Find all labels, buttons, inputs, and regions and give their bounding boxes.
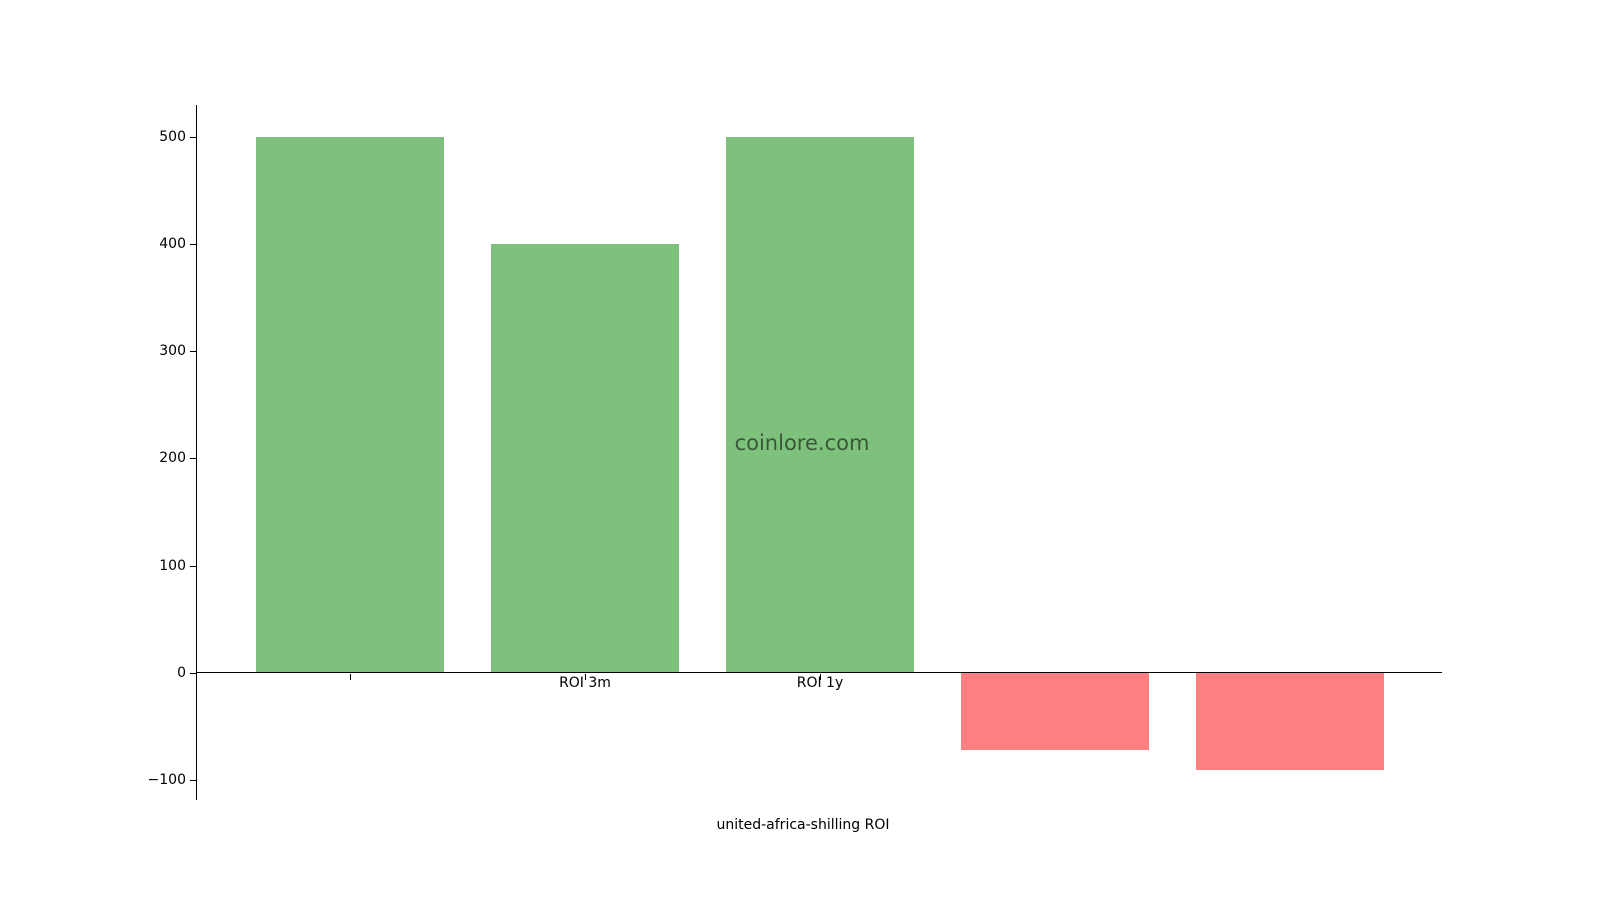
x-tick-label: ROI 3m	[559, 675, 611, 691]
y-tick-mark	[190, 566, 196, 567]
y-tick-label: 400	[159, 236, 186, 252]
y-tick-label: 200	[159, 450, 186, 466]
x-tick-mark	[585, 674, 586, 680]
bar-unlabeled-0	[256, 137, 444, 673]
y-tick-mark	[190, 244, 196, 245]
y-tick-label: −100	[147, 772, 186, 788]
y-tick-mark	[190, 137, 196, 138]
bar-ROI 1y	[726, 137, 914, 673]
x-tick-mark	[820, 674, 821, 680]
y-tick-label: 300	[159, 343, 186, 359]
y-tick-mark	[190, 458, 196, 459]
bar-ROI 3m	[491, 244, 679, 673]
bar-unlabeled-4	[1196, 673, 1384, 770]
y-tick-mark	[190, 673, 196, 674]
y-tick-mark	[190, 351, 196, 352]
y-tick-label: 500	[159, 129, 186, 145]
watermark: coinlore.com	[734, 431, 870, 455]
bar-unlabeled-3	[961, 673, 1149, 750]
chart-title: united-africa-shilling ROI	[716, 817, 890, 833]
y-axis	[196, 105, 197, 800]
x-tick-label: ROI 1y	[796, 675, 844, 691]
x-axis	[196, 672, 1442, 673]
y-tick-label: 100	[159, 558, 186, 574]
x-tick-mark	[350, 674, 351, 680]
y-tick-label: 0	[177, 665, 186, 681]
y-tick-mark	[190, 780, 196, 781]
